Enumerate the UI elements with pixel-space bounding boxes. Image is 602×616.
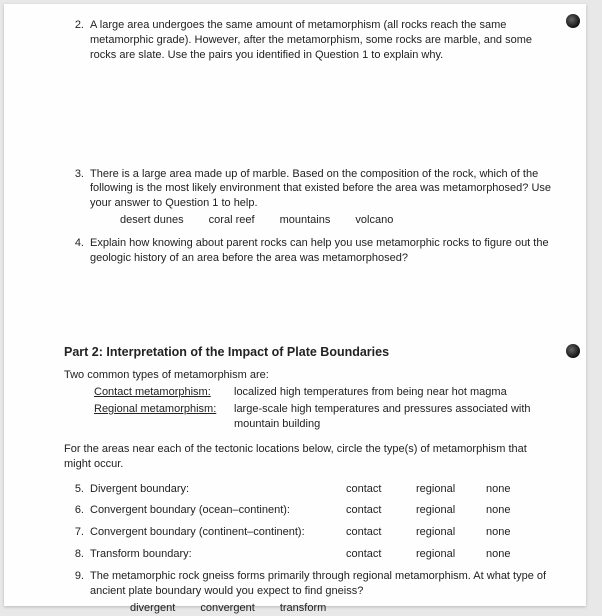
question-number: 6. xyxy=(64,503,90,518)
choice-options: contact regional none xyxy=(346,525,556,540)
choice-none: none xyxy=(486,482,556,497)
term: Contact metamorphism: xyxy=(94,385,234,400)
question-number: 7. xyxy=(64,525,90,540)
instruction-text: For the areas near each of the tectonic … xyxy=(64,442,556,472)
choice-options: contact regional none xyxy=(346,547,556,562)
choice-options: contact regional none xyxy=(346,503,556,518)
choice-contact: contact xyxy=(346,482,416,497)
question-number: 9. xyxy=(64,569,90,616)
question-body: The metamorphic rock gneiss forms primar… xyxy=(90,570,546,597)
option: desert dunes xyxy=(120,213,184,228)
question-text: A large area undergoes the same amount o… xyxy=(90,18,556,63)
question-3: 3. There is a large area made up of marb… xyxy=(64,167,556,228)
question-7: 7. Convergent boundary (continent–contin… xyxy=(64,525,556,540)
option: mountains xyxy=(280,213,331,228)
question-9: 9. The metamorphic rock gneiss forms pri… xyxy=(64,569,556,616)
answer-space xyxy=(64,71,556,167)
choice-none: none xyxy=(486,525,556,540)
choice-contact: contact xyxy=(346,503,416,518)
option: divergent xyxy=(130,601,175,616)
question-6: 6. Convergent boundary (ocean–continent)… xyxy=(64,503,556,518)
choice-regional: regional xyxy=(416,547,486,562)
question-8: 8. Transform boundary: contact regional … xyxy=(64,547,556,562)
question-number: 8. xyxy=(64,547,90,562)
question-number: 4. xyxy=(64,236,90,266)
choice-contact: contact xyxy=(346,525,416,540)
question-body: There is a large area made up of marble.… xyxy=(90,168,551,210)
question-label: Convergent boundary (continent–continent… xyxy=(90,525,346,540)
choice-regional: regional xyxy=(416,503,486,518)
definition: large-scale high temperatures and pressu… xyxy=(234,402,556,432)
answer-options: divergent convergent transform xyxy=(130,601,556,616)
definition-row: Regional metamorphism: large-scale high … xyxy=(94,402,556,432)
question-2: 2. A large area undergoes the same amoun… xyxy=(64,18,556,63)
choice-contact: contact xyxy=(346,547,416,562)
question-text: Explain how knowing about parent rocks c… xyxy=(90,236,556,266)
choice-none: none xyxy=(486,547,556,562)
term: Regional metamorphism: xyxy=(94,402,234,432)
question-number: 2. xyxy=(64,18,90,63)
choice-options: contact regional none xyxy=(346,482,556,497)
question-label: Transform boundary: xyxy=(90,547,346,562)
section-title: Part 2: Interpretation of the Impact of … xyxy=(64,344,556,361)
choice-none: none xyxy=(486,503,556,518)
worksheet-page: 2. A large area undergoes the same amoun… xyxy=(4,4,586,606)
intro-text: Two common types of metamorphism are: xyxy=(64,368,556,383)
answer-space xyxy=(64,274,556,344)
question-5: 5. Divergent boundary: contact regional … xyxy=(64,482,556,497)
option: volcano xyxy=(355,213,393,228)
option: transform xyxy=(280,601,326,616)
question-text: There is a large area made up of marble.… xyxy=(90,167,556,228)
question-label: Convergent boundary (ocean–continent): xyxy=(90,503,346,518)
definition: localized high temperatures from being n… xyxy=(234,385,556,400)
choice-regional: regional xyxy=(416,482,486,497)
answer-options: desert dunes coral reef mountains volcan… xyxy=(120,213,556,228)
question-number: 3. xyxy=(64,167,90,228)
choice-regional: regional xyxy=(416,525,486,540)
question-number: 5. xyxy=(64,482,90,497)
question-text: The metamorphic rock gneiss forms primar… xyxy=(90,569,556,616)
option: coral reef xyxy=(209,213,255,228)
binder-hole-icon xyxy=(566,344,580,358)
option: convergent xyxy=(200,601,254,616)
binder-hole-icon xyxy=(566,14,580,28)
definition-row: Contact metamorphism: localized high tem… xyxy=(94,385,556,400)
question-label: Divergent boundary: xyxy=(90,482,346,497)
question-4: 4. Explain how knowing about parent rock… xyxy=(64,236,556,266)
